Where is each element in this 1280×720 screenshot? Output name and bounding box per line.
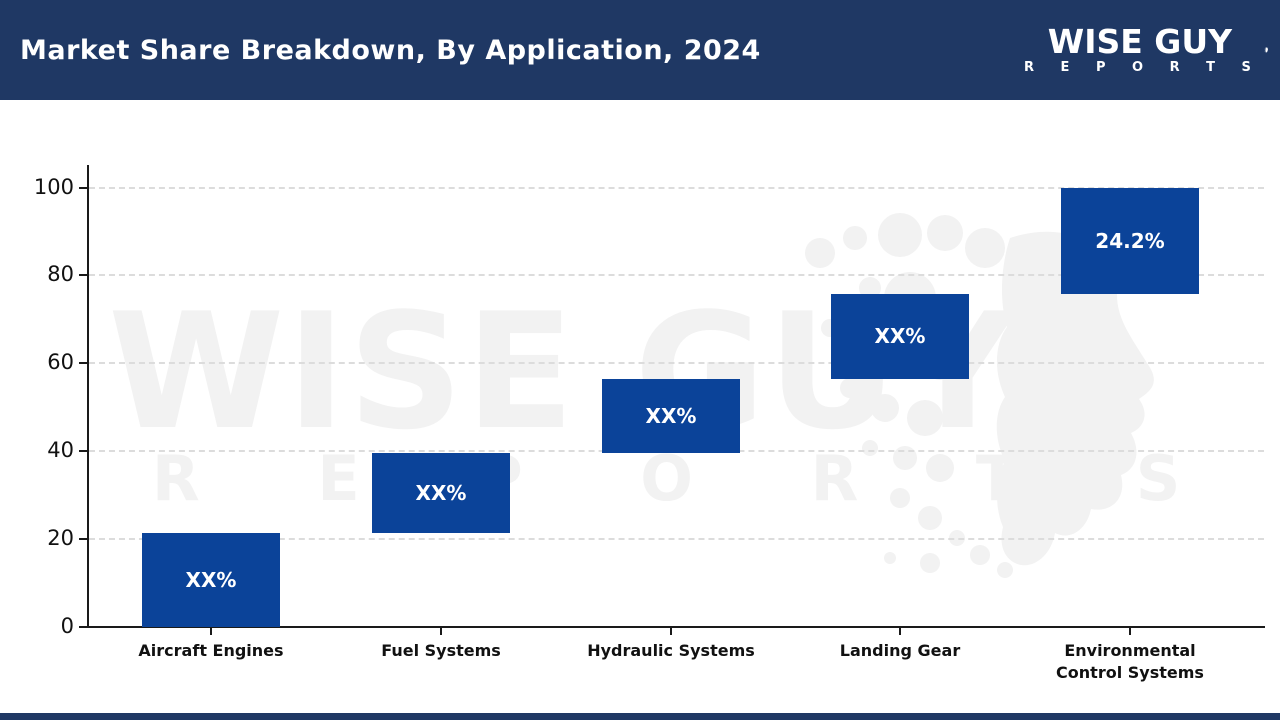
gridline-100: [89, 186, 1264, 189]
brand-head-icon: [1264, 47, 1268, 53]
brand-name: WISE GUY: [1047, 21, 1233, 61]
brand-logo: WISE GUY R E P O R T S: [1018, 4, 1268, 96]
bar-value-label: XX%: [415, 481, 467, 506]
x-tick-mark: [1129, 628, 1131, 635]
x-category-label: Aircraft Engines: [138, 641, 284, 660]
y-tick-label: 20: [47, 526, 74, 551]
bar-value-label: XX%: [645, 404, 697, 429]
y-tick-label: 0: [60, 614, 74, 638]
bar-value-label: XX%: [185, 568, 237, 593]
y-tick-label: 60: [47, 350, 74, 375]
y-tick-mark-80: [79, 274, 87, 277]
y-tick-label: 100: [33, 174, 74, 199]
bar: 24.2%: [1061, 187, 1199, 294]
x-tick-mark: [899, 628, 901, 635]
header-bar: Market Share Breakdown, By Application, …: [0, 0, 1280, 100]
brand-subname: R E P O R T S: [1024, 60, 1262, 76]
bar-value-label: XX%: [874, 324, 926, 349]
y-tick-mark-100: [79, 186, 87, 189]
x-tick-mark: [210, 628, 212, 635]
x-tick-mark: [670, 628, 672, 635]
bar: XX%: [831, 293, 969, 379]
gridline-80: [89, 274, 1264, 277]
bar-value-label: 24.2%: [1095, 228, 1165, 253]
x-category-label: Fuel Systems: [381, 641, 501, 660]
y-tick-label: 80: [47, 262, 74, 287]
x-tick-mark: [440, 628, 442, 635]
y-tick-label: 40: [47, 438, 74, 463]
y-tick-mark-40: [79, 450, 87, 453]
x-axis-line: [87, 626, 1265, 628]
bar: XX%: [602, 378, 740, 454]
y-axis-line: [87, 165, 89, 627]
gridline-20: [89, 538, 1264, 541]
y-tick-mark-0: [79, 626, 87, 628]
bar: XX%: [142, 533, 280, 627]
gridline-60: [89, 362, 1264, 365]
page-title: Market Share Breakdown, By Application, …: [20, 34, 761, 66]
y-tick-mark-60: [79, 362, 87, 365]
chart-canvas: WISE GUY R E P O R T S 0 20 40 60 80 100 XX% Ai…: [0, 100, 1280, 714]
y-tick-mark-20: [79, 538, 87, 541]
brand-logo-text: WISE GUY R E P O R T S: [1018, 21, 1262, 76]
x-category-label: Hydraulic Systems: [587, 641, 755, 660]
x-category-label: Landing Gear: [839, 641, 961, 660]
footer-bar: [0, 713, 1280, 720]
bar: XX%: [372, 453, 510, 534]
x-category-label: Environmental Control Systems: [1056, 641, 1204, 682]
